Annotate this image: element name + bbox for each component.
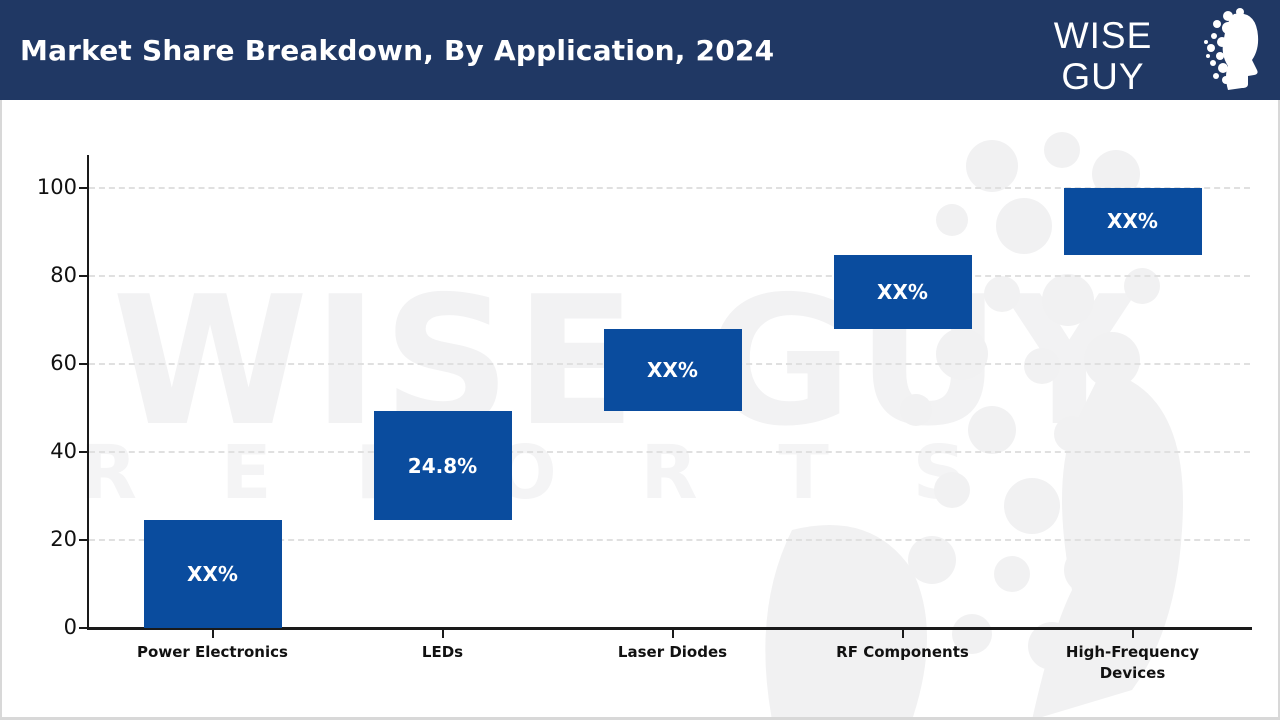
gridline-80: [89, 275, 1250, 277]
brand-logo: WISE GUY R E P O R T S: [1012, 6, 1262, 132]
x-axis-line: [87, 627, 1252, 630]
bar-value-label: XX%: [647, 357, 698, 382]
page-title: Market Share Breakdown, By Application, …: [20, 33, 775, 67]
chart-canvas: WISE GUY REPORTS XX% 24.8% XX% XX% XX% 0 20 40…: [0, 100, 1280, 720]
x-tick-1: [441, 630, 444, 638]
bar-4: XX%: [1063, 188, 1202, 255]
y-tick-20: [79, 539, 87, 541]
y-tick-100: [79, 187, 87, 189]
dotted-head-icon: [1204, 8, 1259, 90]
y-tick-label-80: 80: [50, 263, 77, 287]
watermark-head-icon: [765, 132, 1183, 717]
category-label-1: LEDs: [421, 643, 464, 661]
gridline-100: [89, 187, 1250, 189]
bar-1: 24.8%: [373, 411, 512, 521]
x-tick-3: [901, 630, 904, 638]
x-tick-4: [1131, 630, 1134, 638]
y-tick-0: [79, 627, 87, 629]
bar-value-label: XX%: [1107, 209, 1158, 234]
bar-0: XX%: [143, 520, 282, 628]
y-tick-label-60: 60: [50, 351, 77, 375]
brand-name: WISE GUY: [1053, 15, 1153, 97]
x-tick-0: [211, 630, 214, 638]
y-tick-label-0: 0: [63, 615, 77, 639]
gridline-40: [89, 451, 1250, 453]
category-label-0: Power Electronics: [137, 643, 288, 661]
bar-value-label: 24.8%: [407, 453, 478, 478]
y-tick-label-100: 100: [36, 175, 77, 199]
y-tick-80: [79, 275, 87, 277]
x-tick-2: [671, 630, 674, 638]
y-tick-60: [79, 363, 87, 365]
gridline-20: [89, 539, 1250, 541]
category-label-4: High-Frequency Devices: [1065, 643, 1200, 682]
bar-3: XX%: [833, 254, 972, 329]
watermark-subtext: REPORTS: [80, 430, 1051, 516]
bar-value-label: XX%: [877, 279, 928, 304]
y-tick-40: [79, 451, 87, 453]
y-axis-line: [87, 155, 89, 630]
y-tick-label-40: 40: [50, 439, 77, 463]
plot-area: XX% 24.8% XX% XX% XX%: [79, 155, 1252, 638]
category-label-2: Laser Diodes: [617, 643, 728, 661]
bar-value-label: XX%: [187, 562, 238, 587]
header-banner: Market Share Breakdown, By Application, …: [0, 0, 1280, 132]
y-tick-label-20: 20: [50, 527, 77, 551]
bar-2: XX%: [603, 328, 742, 412]
category-label-3: RF Components: [836, 643, 969, 661]
